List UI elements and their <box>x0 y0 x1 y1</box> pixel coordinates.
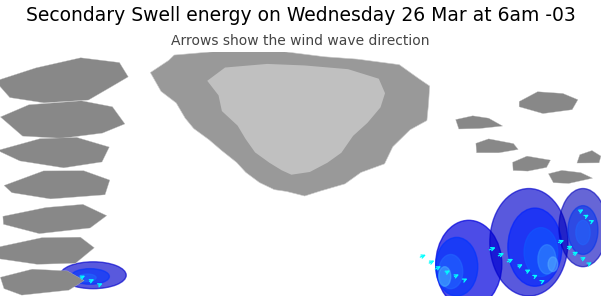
Polygon shape <box>519 92 578 114</box>
Polygon shape <box>549 170 593 184</box>
Polygon shape <box>577 151 601 163</box>
Ellipse shape <box>439 267 451 286</box>
Ellipse shape <box>436 220 502 296</box>
Polygon shape <box>150 51 430 196</box>
Ellipse shape <box>524 228 558 276</box>
Text: Secondary Swell energy on Wednesday 26 Mar at 6am -03: Secondary Swell energy on Wednesday 26 M… <box>26 6 575 25</box>
Polygon shape <box>0 237 94 264</box>
Ellipse shape <box>538 245 556 274</box>
Ellipse shape <box>439 255 463 289</box>
Text: Arrows show the wind wave direction: Arrows show the wind wave direction <box>171 34 430 49</box>
Ellipse shape <box>60 262 126 289</box>
Ellipse shape <box>576 220 590 245</box>
Polygon shape <box>0 137 109 168</box>
Polygon shape <box>1 101 125 138</box>
Ellipse shape <box>71 269 109 284</box>
Ellipse shape <box>490 189 568 296</box>
Polygon shape <box>456 116 502 129</box>
Ellipse shape <box>568 206 598 255</box>
Ellipse shape <box>508 208 562 286</box>
Ellipse shape <box>436 237 478 296</box>
Polygon shape <box>1 269 84 295</box>
Polygon shape <box>4 171 110 199</box>
Ellipse shape <box>559 189 601 267</box>
Ellipse shape <box>548 257 558 272</box>
Ellipse shape <box>78 274 96 281</box>
Polygon shape <box>3 204 106 234</box>
Polygon shape <box>0 58 128 103</box>
Polygon shape <box>513 156 551 171</box>
Polygon shape <box>207 64 385 175</box>
Polygon shape <box>476 139 518 153</box>
